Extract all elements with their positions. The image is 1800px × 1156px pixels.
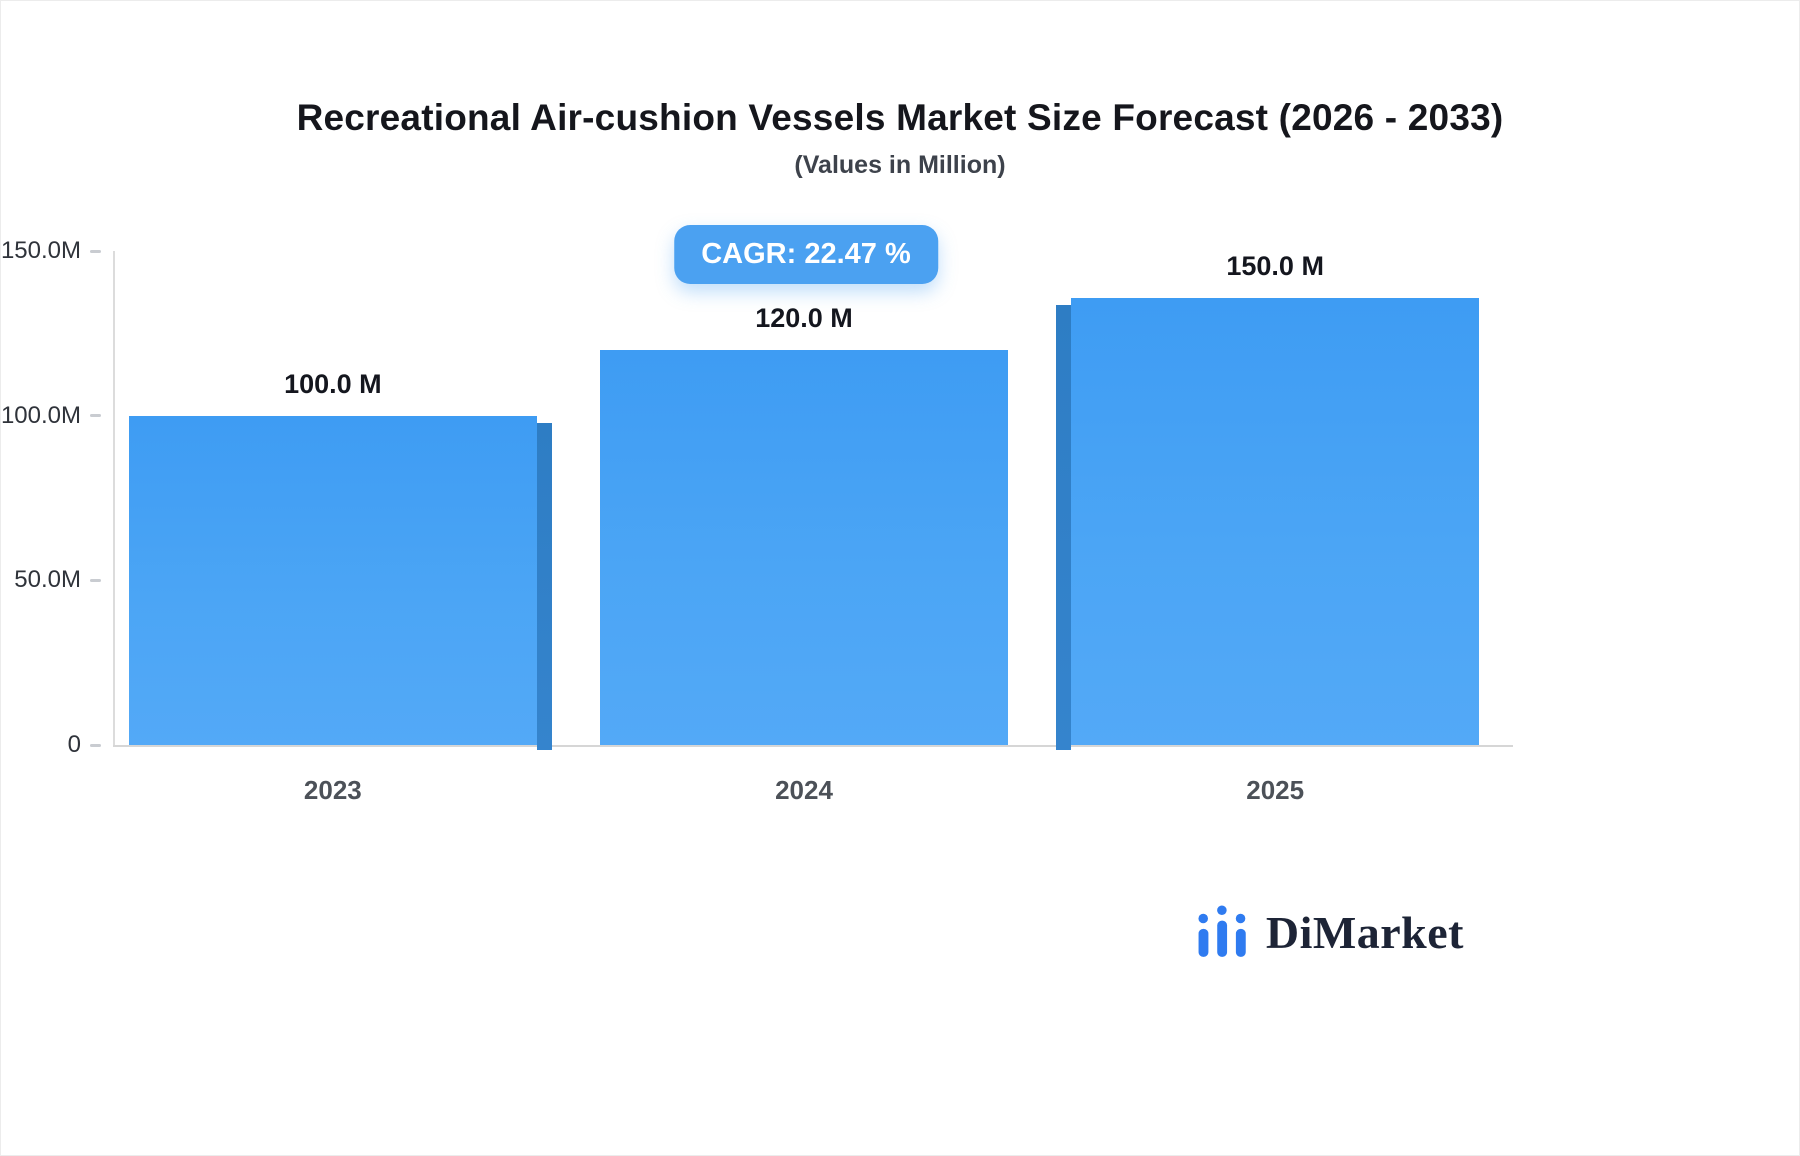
bar [600, 349, 1008, 745]
bar-group: 120.0 M 2024 [600, 251, 1008, 805]
bar-value-label: 100.0 M [284, 368, 382, 399]
brand-logo: DiMarket [1197, 905, 1464, 959]
y-tick-label: 50.0M [14, 566, 81, 594]
bar [129, 415, 552, 751]
category-label: 2024 [775, 775, 833, 805]
y-tick-mark [90, 414, 101, 418]
bars-container: 100.0 M 2023 120.0 M 2024 150.0 M 2025 [113, 251, 1513, 805]
brand-logo-text: DiMarket [1265, 906, 1464, 958]
page-subtitle: (Values in Million) [794, 151, 1006, 179]
y-tick-mark [90, 743, 101, 747]
y-tick-label: 0 [67, 731, 81, 758]
y-axis-line [113, 251, 115, 745]
y-tick-mark [90, 578, 101, 582]
y-tick: 50.0M [14, 566, 101, 594]
y-tick-label: 150.0M [0, 237, 81, 264]
y-tick-label: 100.0M [0, 401, 81, 429]
bar [1056, 298, 1479, 750]
bar-group: 150.0 M 2025 [1056, 251, 1479, 805]
plot-area: 0 50.0M 100.0M 150.0M 100.0 M 2023 120.0 M 202… [1, 237, 1513, 805]
page-title: Recreational Air-cushion Vessels Market … [296, 97, 1504, 138]
y-tick: 0 [68, 731, 101, 759]
category-label: 2023 [303, 775, 362, 805]
y-tick: 150.0M [1, 237, 101, 265]
category-label: 2025 [1246, 775, 1305, 805]
bar-value-label: 120.0 M [755, 302, 853, 333]
bar-value-label: 150.0 M [1226, 251, 1324, 281]
cagr-badge: CAGR: 22.47 % [674, 225, 938, 284]
x-axis-line [113, 745, 1513, 747]
y-tick: 100.0M [1, 402, 101, 430]
y-tick-mark [90, 249, 101, 253]
bar-group: 100.0 M 2023 [129, 251, 552, 805]
bar-chart-logo-icon [1197, 905, 1253, 959]
